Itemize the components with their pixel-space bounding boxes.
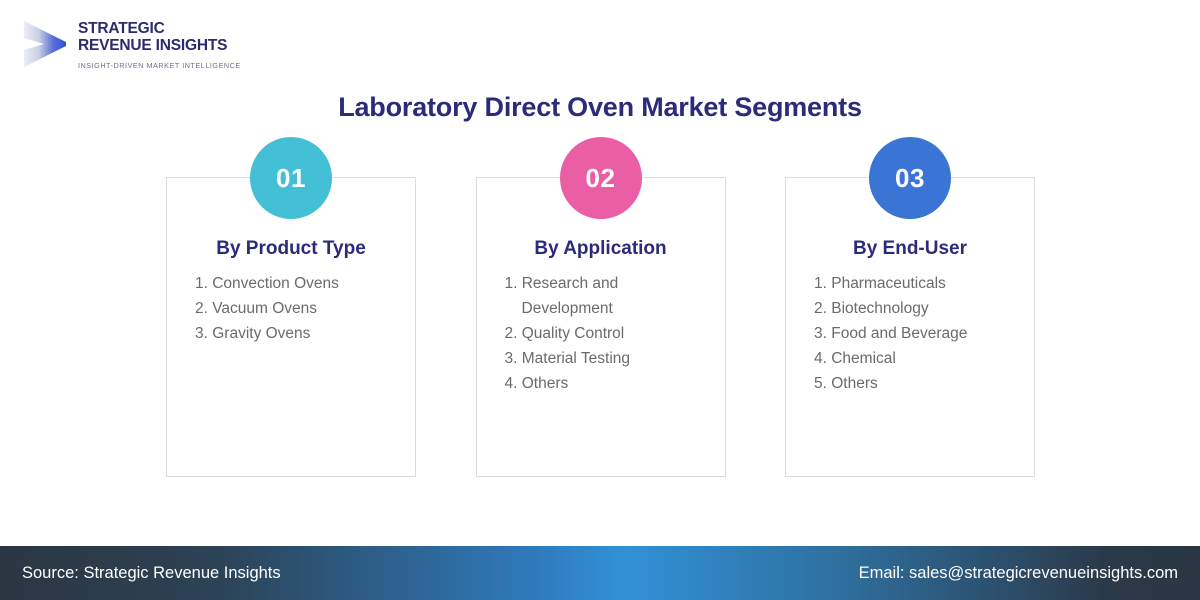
list-item: 3. Gravity Ovens bbox=[195, 325, 311, 342]
list-item: 1. Pharmaceuticals bbox=[814, 275, 946, 292]
segment-heading-01: By Product Type bbox=[216, 238, 366, 259]
list-item: 4. Others bbox=[504, 375, 569, 392]
footer-bar: Source: Strategic Revenue Insights Email… bbox=[0, 546, 1200, 600]
list-item: 3. Food and Beverage bbox=[814, 325, 968, 342]
list-item: 5. Others bbox=[814, 375, 878, 392]
list-item: 4. Chemical bbox=[814, 350, 896, 367]
segment-card-03: 03 By End-User 1. Pharmaceuticals 2. Bio… bbox=[785, 137, 1035, 477]
page-title: Laboratory Direct Oven Market Segments bbox=[338, 92, 862, 122]
segment-card-02: 02 By Application 1. Research and Develo… bbox=[475, 137, 726, 477]
list-item: 2. Biotechnology bbox=[814, 300, 929, 317]
segment-list-02: 1. Research and Development 2. Quality C… bbox=[477, 271, 725, 396]
brand-logo: STRATEGIC REVENUE INSIGHTS INSIGHT-DRIVE… bbox=[22, 18, 241, 70]
segment-heading-03: By End-User bbox=[852, 238, 968, 259]
segment-list-03: 1. Pharmaceuticals 2. Biotechnology 3. F… bbox=[786, 271, 1034, 396]
segment-heading-02: By Application bbox=[534, 238, 667, 259]
segment-list-01: 1. Convection Ovens 2. Vacuum Ovens 3. G… bbox=[167, 271, 415, 346]
list-item: 2. Vacuum Ovens bbox=[195, 300, 318, 317]
segment-number-badge-01: 01 bbox=[250, 137, 332, 219]
brand-wordmark: STRATEGIC REVENUE INSIGHTS INSIGHT-DRIVE… bbox=[78, 18, 241, 70]
brand-name-line2: REVENUE INSIGHTS bbox=[78, 37, 228, 54]
list-item: 3. Material Testing bbox=[504, 350, 631, 367]
chevron-right-icon bbox=[24, 21, 66, 67]
segment-number-badge-03: 03 bbox=[869, 137, 951, 219]
footer-source: Source: Strategic Revenue Insights bbox=[22, 563, 281, 582]
list-item: 1. Convection Ovens bbox=[195, 275, 339, 292]
segment-number-badge-02: 02 bbox=[559, 137, 642, 219]
brand-tagline: INSIGHT-DRIVEN MARKET INTELLIGENCE bbox=[78, 61, 241, 70]
footer-email[interactable]: Email: sales@strategicrevenueinsights.co… bbox=[858, 563, 1178, 582]
list-item: 1. Research and Development bbox=[504, 275, 619, 317]
segment-card-01: 01 By Product Type 1. Convection Ovens 2… bbox=[166, 137, 416, 477]
segment-card-group: 01 By Product Type 1. Convection Ovens 2… bbox=[166, 137, 1035, 477]
brand-name-line1: STRATEGIC bbox=[78, 20, 165, 37]
list-item: 2. Quality Control bbox=[504, 325, 625, 342]
